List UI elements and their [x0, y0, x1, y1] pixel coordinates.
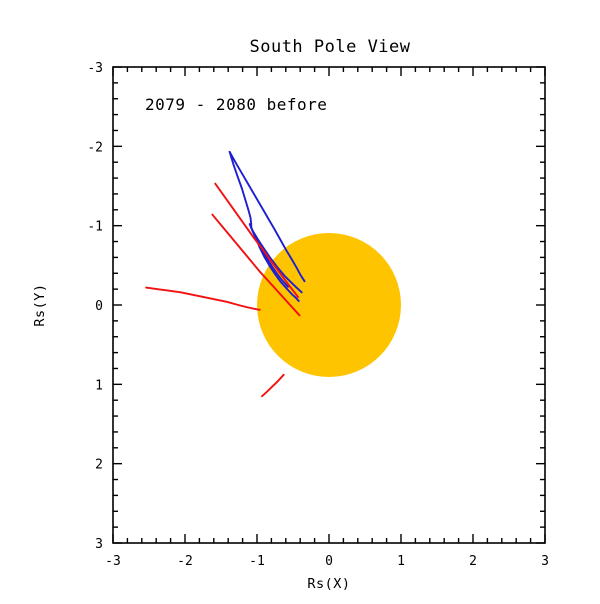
x-tick-label: 2: [469, 554, 477, 569]
y-tick-label: -1: [87, 220, 103, 235]
plot-frame: [112, 66, 546, 544]
y-tick-label: 0: [95, 299, 103, 314]
y-tick-label: 3: [95, 537, 103, 552]
x-tick-label: -2: [177, 554, 193, 569]
red-trajectory-middle: [211, 213, 301, 317]
blue-fieldline-inner-return: [248, 223, 300, 302]
y-axis-label: Rs(Y): [32, 283, 48, 326]
x-tick-label: 0: [325, 554, 333, 569]
y-tick-label: -2: [87, 140, 103, 155]
y-tick-label: 1: [95, 378, 103, 393]
y-tick-label: -3: [87, 61, 103, 76]
page-title: South Pole View: [249, 37, 410, 57]
x-tick-label: 3: [541, 554, 549, 569]
x-tick-label: 1: [397, 554, 405, 569]
y-tick-label: 2: [95, 458, 103, 473]
axis-tick-labels: -3 -2 -1 0 1 2 3 3 2 1 0 -1 -2 -3: [87, 61, 549, 569]
blue-fieldline-outer: [228, 150, 306, 283]
saturn-disk: [257, 233, 401, 377]
red-trajectory-upper: [214, 182, 299, 299]
date-range-annotation: 2079 - 2080 before: [145, 95, 327, 114]
red-trajectory-outbound-south: [261, 373, 285, 398]
plot-area: [145, 150, 401, 398]
red-trajectory-inbound: [145, 286, 261, 311]
x-axis-label: Rs(X): [307, 576, 350, 592]
x-tick-label: -3: [105, 554, 121, 569]
x-tick-label: -1: [249, 554, 265, 569]
